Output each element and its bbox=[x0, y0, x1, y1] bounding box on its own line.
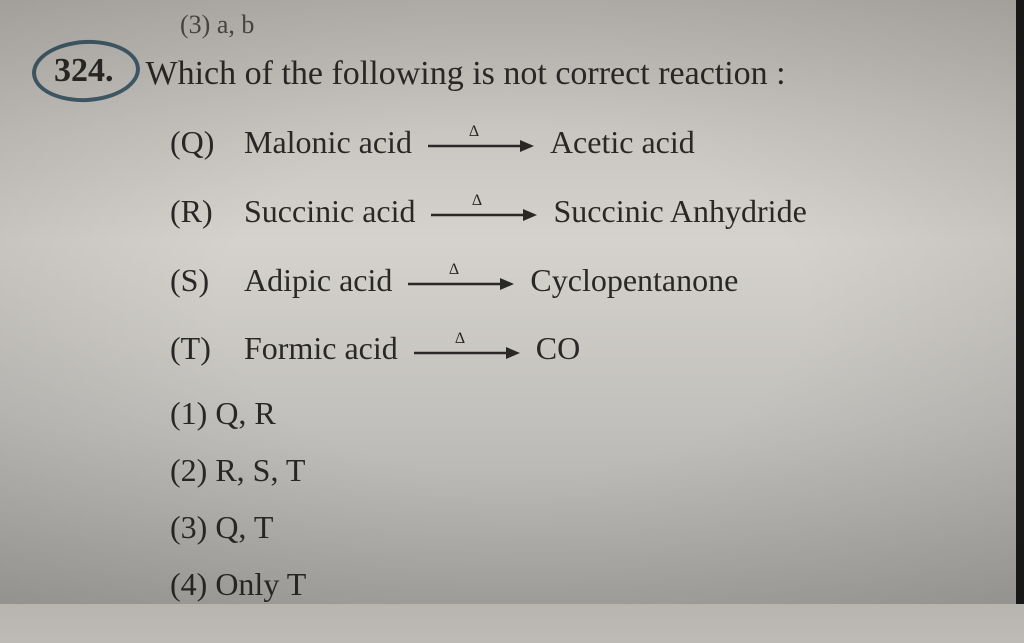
previous-question-fragment: (3) a, b bbox=[180, 10, 994, 40]
answer-num: (1) bbox=[170, 395, 207, 431]
arrow-icon: Δ bbox=[412, 331, 522, 367]
page-edge bbox=[1016, 0, 1024, 604]
product: Succinic Anhydride bbox=[553, 189, 806, 234]
answer-num: (3) bbox=[170, 509, 207, 545]
reaction-q: (Q) Malonic acid Δ Acetic acid bbox=[170, 120, 994, 165]
arrow-icon: Δ bbox=[426, 124, 536, 160]
answers-block: (1) Q, R (2) R, S, T (3) Q, T (4) Only T bbox=[170, 395, 994, 623]
arrow-symbol: Δ bbox=[455, 331, 465, 347]
reaction-t: (T) Formic acid Δ CO bbox=[170, 326, 994, 371]
reactant: Malonic acid bbox=[244, 120, 412, 165]
answer-num: (2) bbox=[170, 452, 207, 488]
reaction-label: (S) bbox=[170, 258, 230, 303]
reactant: Formic acid bbox=[244, 326, 398, 371]
answer-1: (1) Q, R bbox=[170, 395, 590, 432]
answer-4: (4) Only T bbox=[170, 566, 590, 603]
question-number: 324. bbox=[40, 48, 128, 94]
circled-annotation bbox=[30, 37, 141, 105]
reaction-label: (Q) bbox=[170, 120, 230, 165]
product: Cyclopentanone bbox=[530, 258, 738, 303]
question-page: (3) a, b 324. Which of the following is … bbox=[0, 0, 1024, 643]
reaction-s: (S) Adipic acid Δ Cyclopentanone bbox=[170, 258, 994, 303]
arrow-symbol: Δ bbox=[472, 193, 482, 209]
arrow-icon: Δ bbox=[406, 262, 516, 298]
question-row: 324. Which of the following is not corre… bbox=[40, 48, 994, 94]
arrow-icon: Δ bbox=[429, 193, 539, 229]
product: CO bbox=[536, 326, 580, 371]
reaction-r: (R) Succinic acid Δ Succinic Anhydride bbox=[170, 189, 994, 234]
answer-3: (3) Q, T bbox=[170, 509, 590, 546]
reactions-block: (Q) Malonic acid Δ Acetic acid (R) Succi… bbox=[170, 120, 994, 623]
reactant: Succinic acid bbox=[244, 189, 415, 234]
question-text: Which of the following is not correct re… bbox=[146, 52, 786, 96]
arrow-symbol: Δ bbox=[469, 124, 479, 140]
reaction-label: (T) bbox=[170, 326, 230, 371]
arrow-symbol: Δ bbox=[449, 262, 459, 278]
answer-2: (2) R, S, T bbox=[170, 452, 590, 489]
reactant: Adipic acid bbox=[244, 258, 392, 303]
answer-text: Q, R bbox=[215, 395, 275, 431]
answer-text: R, S, T bbox=[215, 452, 305, 488]
answer-text: Q, T bbox=[215, 509, 273, 545]
product: Acetic acid bbox=[550, 120, 695, 165]
answer-text: Only T bbox=[215, 566, 306, 602]
answer-num: (4) bbox=[170, 566, 207, 602]
reaction-label: (R) bbox=[170, 189, 230, 234]
